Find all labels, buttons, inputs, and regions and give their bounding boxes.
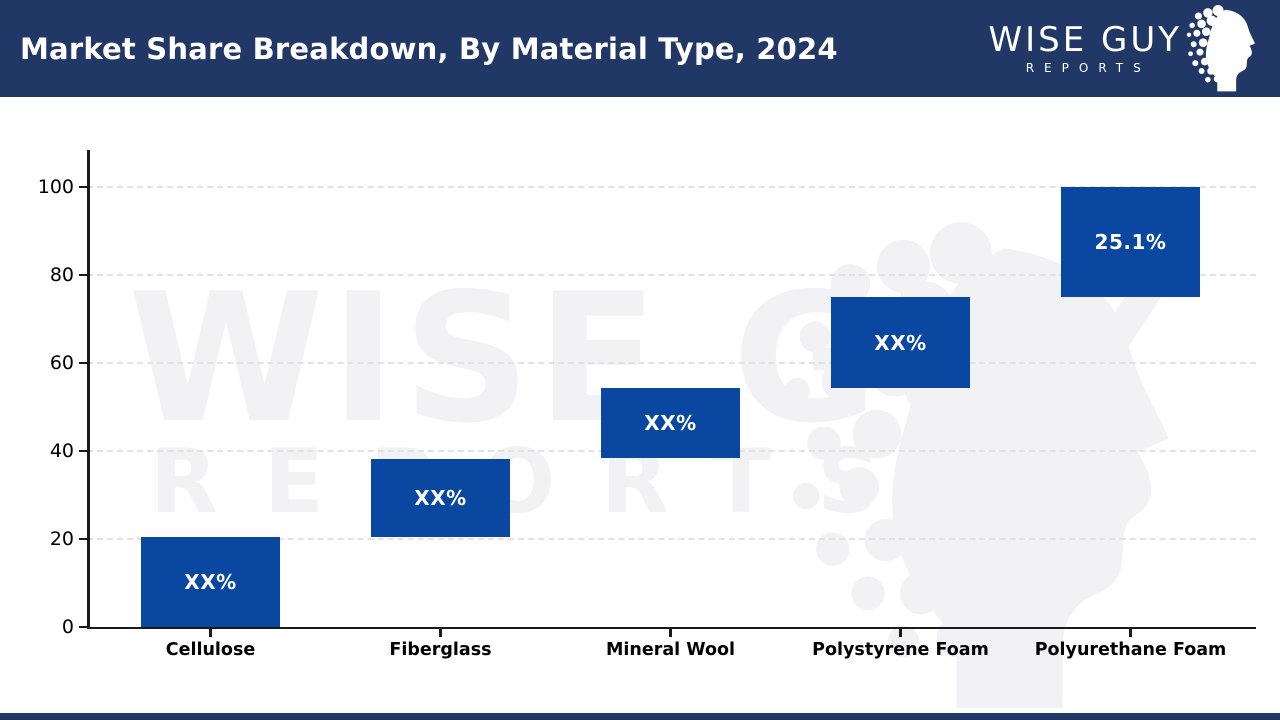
bar-mineral-wool: XX% [601,388,740,459]
y-tick-100 [79,185,87,189]
x-tick-4 [1129,628,1132,637]
bar-value-label: XX% [184,570,237,595]
x-tick-3 [899,628,902,637]
y-tick-80 [79,273,87,277]
x-axis-label-2: Mineral Wool [606,640,735,660]
bar-cellulose: XX% [141,537,280,627]
footer-bar [0,713,1280,720]
x-axis-line [87,626,1256,629]
y-tick-label-40: 40 [49,440,74,462]
bar-value-label: XX% [644,411,697,436]
bar-value-label: XX% [414,485,467,510]
y-axis-line [87,150,90,629]
y-tick-label-60: 60 [49,352,74,374]
bar-value-label: XX% [874,330,927,355]
wise-guy-head-icon [1186,4,1255,91]
x-tick-1 [439,628,442,637]
y-tick-20 [79,537,87,541]
y-tick-label-20: 20 [49,528,74,550]
gridline-20 [87,538,1256,540]
y-tick-label-80: 80 [49,264,74,286]
bar-polystyrene-foam: XX% [831,297,970,388]
x-tick-0 [209,628,212,637]
logo-text: WISE GUY REPORTS [988,23,1182,75]
x-axis-label-1: Fiberglass [389,640,492,660]
x-tick-2 [669,628,672,637]
x-axis-label-4: Polyurethane Foam [1034,640,1227,660]
y-tick-label-100: 100 [37,176,74,198]
logo-wordmark: WISE GUY [988,19,1182,60]
x-axis-label-3: Polystyrene Foam [812,640,989,660]
bar-value-label: 25.1% [1094,230,1167,255]
x-axis-label-0: Cellulose [165,640,256,660]
y-tick-label-0: 0 [61,616,74,638]
y-tick-0 [79,625,87,629]
y-tick-40 [79,449,87,453]
wiseguy-logo: WISE GUY REPORTS [988,4,1266,93]
bar-polyurethane-foam: 25.1% [1061,187,1200,298]
header: Market Share Breakdown, By Material Type… [0,0,1280,97]
bar-fiberglass: XX% [371,458,510,537]
gridline-80 [87,274,1256,276]
page-title: Market Share Breakdown, By Material Type… [20,31,838,66]
logo-subtitle: REPORTS [1025,60,1151,75]
gridline-60 [87,362,1256,364]
gridline-100 [87,186,1256,188]
y-tick-60 [79,361,87,365]
